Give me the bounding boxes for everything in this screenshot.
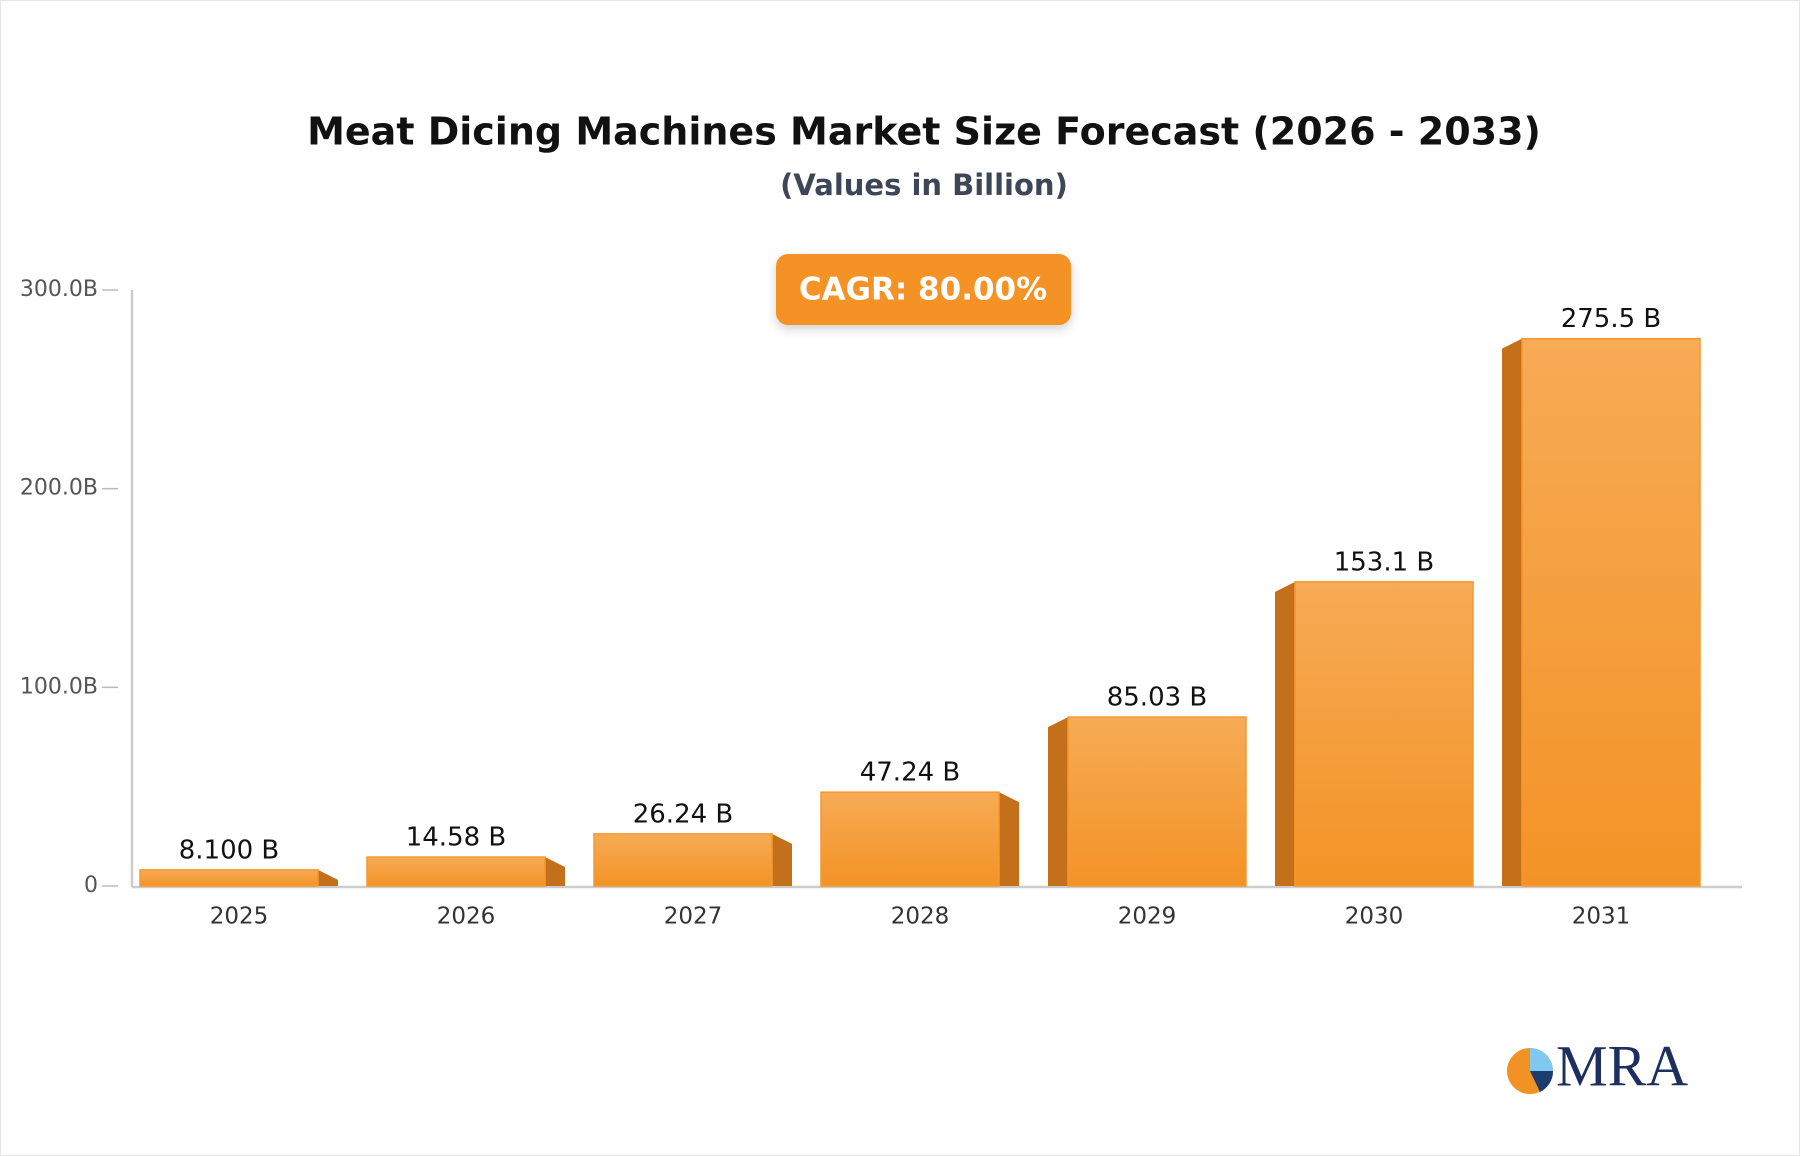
x-tick-label: 2026 [437,904,496,930]
x-tick-label: 2027 [664,904,723,930]
bar [1067,716,1247,887]
logo: MRA [1507,1033,1688,1098]
x-tick-label: 2028 [891,904,950,930]
x-tick-label: 2030 [1345,904,1404,930]
value-label: 153.1 B [1334,547,1435,577]
value-label: 47.24 B [860,758,961,788]
value-label: 14.58 B [406,823,507,853]
logo-text: MRA [1556,1033,1688,1098]
value-label: 26.24 B [633,799,734,829]
value-label: 85.03 B [1107,683,1208,713]
bar-side [1275,581,1295,886]
bar-side [1502,338,1522,886]
bar [366,856,546,887]
bar-side [772,833,792,886]
bar [593,833,773,887]
y-tick-label: 200.0B [20,476,98,501]
bar-side [545,857,565,886]
x-tick-label: 2025 [210,904,269,930]
logo-icon [1530,1048,1553,1071]
y-tick-label: 300.0B [20,277,98,302]
bar-side [999,792,1019,886]
bar-side [318,869,338,886]
chart-title: Meat Dicing Machines Market Size Forecas… [307,110,1541,154]
cagr-label: CAGR: 80.00% [799,272,1047,308]
x-tick-label: 2029 [1118,904,1177,930]
value-label: 275.5 B [1561,304,1662,334]
bar [1521,337,1701,887]
bar-side [1048,717,1068,886]
bar [139,869,319,887]
logo-icon [1530,1071,1554,1092]
y-tick-label: 0 [84,873,98,898]
cagr-badge [776,254,1071,325]
x-tick-label: 2031 [1572,904,1631,930]
bar [820,791,1000,887]
bar [1294,581,1474,887]
chart-subtitle: (Values in Billion) [780,168,1068,202]
value-label: 8.100 B [179,835,280,865]
y-tick-label: 100.0B [20,674,98,699]
